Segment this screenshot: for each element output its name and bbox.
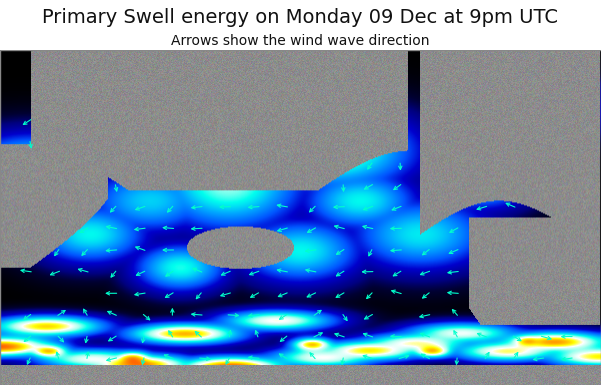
- Text: Arrows show the wind wave direction: Arrows show the wind wave direction: [171, 34, 430, 48]
- Text: Primary Swell energy on Monday 09 Dec at 9pm UTC: Primary Swell energy on Monday 09 Dec at…: [43, 8, 558, 27]
